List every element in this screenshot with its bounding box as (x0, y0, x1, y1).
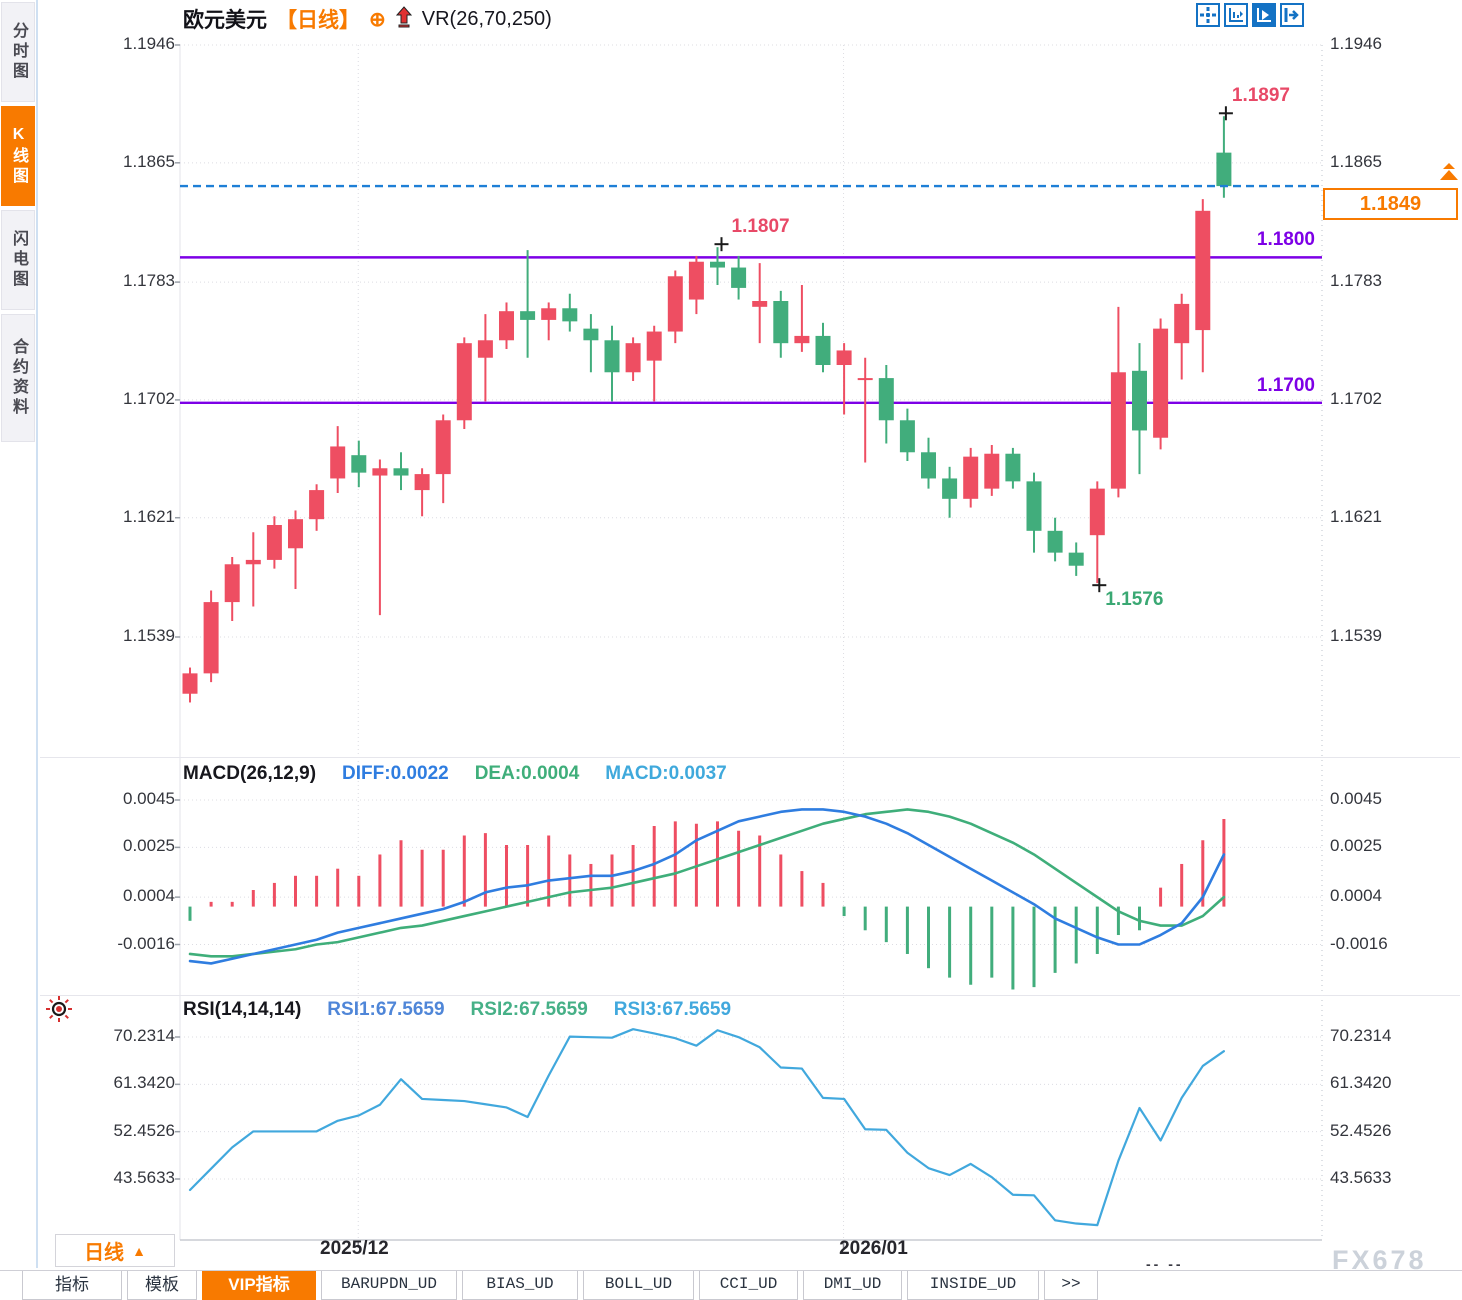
bottom-tab-4[interactable]: BARUPDN_UD (321, 1271, 457, 1300)
macd-title: MACD(26,12,9) (183, 763, 317, 784)
period-selector-button[interactable]: 日线 ▲ (55, 1234, 175, 1267)
level-label: 1.1800 (1256, 229, 1315, 251)
axis-label-right: -0.0016 (1330, 933, 1388, 953)
axis-label-left: 52.4526 (113, 1120, 175, 1140)
sidebar-tab-2[interactable]: K线图 (1, 106, 35, 206)
axis-label-right: 52.4526 (1330, 1120, 1392, 1140)
axis-label-left: 1.1621 (123, 506, 175, 526)
bottom-tab-2[interactable]: 模板 (127, 1271, 197, 1300)
exit-right-icon[interactable] (1280, 3, 1304, 27)
axis-label-left: 61.3420 (113, 1073, 175, 1093)
axis-label-right: 0.0004 (1330, 886, 1382, 906)
axis-scale-icon[interactable] (1224, 3, 1248, 27)
axis-play-icon[interactable] (1252, 3, 1276, 27)
bottom-tab-10[interactable]: >> (1044, 1271, 1098, 1300)
axis-label-right: 1.1621 (1330, 506, 1382, 526)
red-up-arrow-icon (395, 5, 413, 33)
sidebar-tab-1[interactable]: 分时图 (1, 2, 35, 102)
bottom-tab-9[interactable]: INSIDE_UD (907, 1271, 1039, 1300)
period-tag[interactable]: 【日线】 (276, 9, 360, 32)
mini-dashes: -- -- (1146, 1256, 1184, 1272)
crosshair-pan-icon[interactable] (1196, 3, 1220, 27)
bottom-tab-8[interactable]: DMI_UD (803, 1271, 902, 1300)
macd-macd-value: MACD:0.0037 (605, 763, 727, 784)
price-up-arrow-icon (1438, 163, 1460, 187)
axis-label-left: 0.0045 (123, 789, 175, 808)
axis-label-left: 70.2314 (113, 1026, 175, 1045)
axis-label-left: -0.0016 (117, 933, 175, 953)
date-axis-label: 2025/12 (320, 1238, 389, 1259)
rsi3-value: RSI3:67.5659 (613, 999, 732, 1020)
symbol-title: 欧元美元 (183, 9, 267, 32)
axis-label-left: 1.1783 (123, 271, 175, 291)
macd-diff-value: DIFF:0.0022 (342, 763, 449, 784)
axis-label-right: 1.1702 (1330, 388, 1382, 408)
caret-up-icon: ▲ (132, 1242, 146, 1259)
axis-label-right: 0.0045 (1330, 789, 1382, 808)
chart-toolbar (1196, 3, 1304, 27)
bottom-tab-6[interactable]: BOLL_UD (583, 1271, 694, 1300)
bottom-tab-3[interactable]: VIP指标 (202, 1271, 316, 1300)
price-marker-label: 1.1576 (1105, 589, 1164, 611)
macd-header: MACD(26,12,9) DIFF:0.0022 DEA:0.0004 MAC… (183, 763, 727, 785)
axis-label-left: 1.1865 (123, 151, 175, 171)
axis-label-right: 70.2314 (1330, 1026, 1392, 1045)
axis-label-left: 43.5633 (113, 1168, 175, 1187)
chart-header: 欧元美元 【日线】 ⊕ VR(26,70,250) (183, 4, 552, 34)
period-selector-label: 日线 (84, 1242, 125, 1264)
level-label: 1.1700 (1256, 374, 1315, 396)
axis-label-left: 0.0025 (123, 836, 175, 856)
rsi1-value: RSI1:67.5659 (327, 999, 445, 1020)
axis-label-right: 1.1783 (1330, 271, 1382, 291)
axis-label-right: 43.5633 (1330, 1168, 1392, 1187)
bottom-tab-7[interactable]: CCI_UD (699, 1271, 798, 1300)
sidebar-divider (36, 0, 38, 1268)
circle-plus-icon[interactable]: ⊕ (369, 8, 386, 31)
sidebar-tab-3[interactable]: 闪电图 (1, 210, 35, 310)
price-marker-label: 1.1807 (731, 216, 790, 238)
price-marker-label: 1.1897 (1231, 85, 1291, 107)
overlay-indicator-label[interactable]: VR(26,70,250) (421, 7, 552, 30)
sidebar-tab-4[interactable]: 合约资料 (1, 314, 35, 442)
axis-label-left: 0.0004 (123, 886, 175, 906)
axis-label-right: 61.3420 (1330, 1073, 1392, 1093)
sun-marker-icon (44, 994, 74, 1024)
date-axis-label: 2026/01 (839, 1238, 908, 1259)
axis-label-left: 1.1539 (123, 626, 175, 645)
axis-label-right: 0.0025 (1330, 836, 1382, 856)
bottom-tab-5[interactable]: BIAS_UD (462, 1271, 578, 1300)
sidebar: 分时图 K线图闪电图合约资料 (0, 0, 38, 1268)
axis-label-left: 1.1946 (123, 34, 175, 53)
axis-label-left: 1.1702 (123, 388, 175, 408)
axis-label-right: 1.1539 (1330, 626, 1382, 645)
macd-dea-value: DEA:0.0004 (474, 763, 580, 784)
bottom-tab-1[interactable]: 指标 (22, 1271, 122, 1300)
indicator-tab-bar: 指标 模板 VIP指标 BARUPDN_UD BIAS_UD BOLL_UD CCI_UD D… (0, 1270, 1462, 1300)
rsi2-value: RSI2:67.5659 (470, 999, 588, 1020)
last-price-tag: 1.1849 (1323, 188, 1458, 221)
rsi-header: RSI(14,14,14) RSI1:67.5659 RSI2:67.5659 … (183, 999, 731, 1021)
axis-label-right: 1.1865 (1330, 151, 1382, 171)
rsi-title: RSI(14,14,14) (183, 999, 302, 1020)
axis-label-right: 1.1946 (1330, 34, 1382, 53)
